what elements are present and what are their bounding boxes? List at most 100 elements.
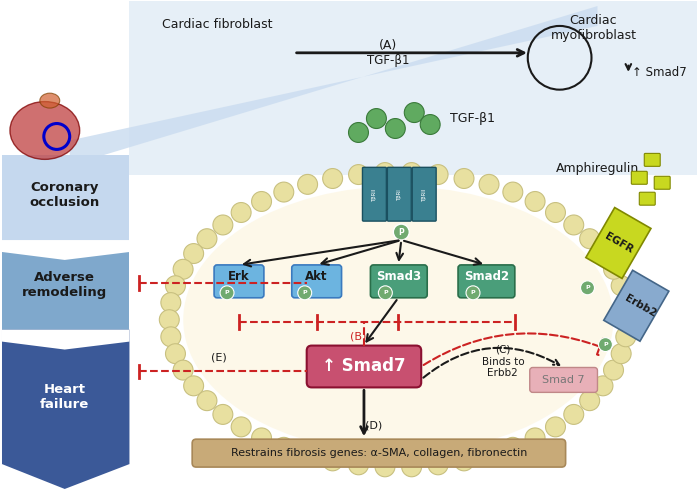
- Circle shape: [617, 310, 637, 330]
- Circle shape: [173, 360, 193, 380]
- Circle shape: [213, 215, 233, 235]
- Text: Adverse
remodeling: Adverse remodeling: [22, 271, 107, 299]
- FancyBboxPatch shape: [214, 265, 264, 298]
- Polygon shape: [2, 240, 130, 260]
- FancyBboxPatch shape: [644, 153, 660, 166]
- Circle shape: [428, 455, 448, 475]
- Circle shape: [545, 203, 566, 222]
- Text: Cardiac fibroblast: Cardiac fibroblast: [162, 18, 272, 32]
- Text: TβRI: TβRI: [397, 188, 402, 200]
- Circle shape: [545, 417, 566, 437]
- Ellipse shape: [40, 93, 60, 108]
- Circle shape: [375, 163, 395, 182]
- Circle shape: [616, 327, 636, 347]
- Polygon shape: [2, 240, 130, 330]
- Circle shape: [454, 169, 474, 188]
- Circle shape: [454, 451, 474, 471]
- FancyBboxPatch shape: [363, 167, 386, 221]
- Text: P: P: [585, 285, 590, 290]
- Circle shape: [564, 404, 584, 424]
- Circle shape: [580, 391, 600, 411]
- Circle shape: [603, 259, 624, 279]
- Text: Amphiregulin: Amphiregulin: [556, 162, 639, 175]
- Ellipse shape: [10, 102, 80, 159]
- Circle shape: [466, 286, 480, 300]
- Circle shape: [298, 445, 318, 465]
- Circle shape: [386, 118, 405, 139]
- Circle shape: [603, 360, 624, 380]
- Circle shape: [183, 244, 204, 263]
- Circle shape: [379, 286, 392, 300]
- Polygon shape: [70, 6, 598, 165]
- Circle shape: [231, 417, 251, 437]
- Circle shape: [197, 229, 217, 248]
- Circle shape: [428, 165, 448, 184]
- Text: Heart
failure: Heart failure: [40, 384, 90, 411]
- Text: (A): (A): [379, 39, 398, 52]
- Text: (E): (E): [211, 352, 227, 362]
- Circle shape: [298, 286, 312, 300]
- Polygon shape: [2, 155, 130, 240]
- Text: TGF-β1: TGF-β1: [367, 54, 410, 67]
- Circle shape: [231, 203, 251, 222]
- Ellipse shape: [183, 186, 613, 453]
- Text: Cardiac
myofibroblast: Cardiac myofibroblast: [550, 14, 636, 42]
- FancyBboxPatch shape: [307, 346, 421, 387]
- Circle shape: [165, 344, 186, 364]
- Text: P: P: [383, 290, 388, 295]
- FancyBboxPatch shape: [387, 167, 412, 221]
- Circle shape: [479, 175, 499, 194]
- FancyBboxPatch shape: [412, 167, 436, 221]
- Text: TβRII: TβRII: [372, 188, 377, 201]
- FancyBboxPatch shape: [193, 439, 566, 467]
- Text: TβRII: TβRII: [421, 188, 427, 201]
- Text: EGFR: EGFR: [603, 231, 634, 255]
- Text: Erbb2: Erbb2: [623, 293, 658, 318]
- Circle shape: [349, 165, 368, 184]
- Circle shape: [598, 338, 612, 352]
- Polygon shape: [604, 270, 669, 341]
- Circle shape: [161, 327, 181, 347]
- Circle shape: [197, 391, 217, 411]
- Text: P: P: [603, 342, 608, 347]
- Text: (C)
Binds to
Erbb2: (C) Binds to Erbb2: [482, 345, 524, 378]
- Circle shape: [165, 276, 186, 296]
- Text: Akt: Akt: [305, 270, 328, 283]
- Circle shape: [405, 103, 424, 123]
- Text: Restrains fibrosis genes: α-SMA, collagen, fibronectin: Restrains fibrosis genes: α-SMA, collage…: [231, 448, 527, 458]
- Circle shape: [161, 293, 181, 313]
- Circle shape: [323, 169, 342, 188]
- Circle shape: [298, 175, 318, 194]
- Circle shape: [274, 182, 294, 202]
- FancyBboxPatch shape: [654, 176, 670, 189]
- Text: Smad3: Smad3: [376, 270, 421, 283]
- Circle shape: [375, 457, 395, 477]
- FancyBboxPatch shape: [530, 367, 598, 392]
- Circle shape: [251, 191, 272, 211]
- Circle shape: [593, 244, 613, 263]
- Polygon shape: [2, 330, 130, 489]
- Circle shape: [503, 437, 523, 458]
- FancyBboxPatch shape: [292, 265, 342, 298]
- Polygon shape: [2, 330, 130, 350]
- Circle shape: [479, 445, 499, 465]
- Circle shape: [503, 182, 523, 202]
- Circle shape: [366, 108, 386, 129]
- Text: TGF-β1: TGF-β1: [450, 112, 495, 125]
- Circle shape: [611, 276, 631, 296]
- Text: Smad2: Smad2: [464, 270, 509, 283]
- Circle shape: [323, 451, 342, 471]
- FancyBboxPatch shape: [458, 265, 514, 298]
- Circle shape: [402, 163, 421, 182]
- Circle shape: [402, 457, 421, 477]
- FancyBboxPatch shape: [370, 265, 427, 298]
- Circle shape: [593, 376, 613, 396]
- Circle shape: [525, 428, 545, 448]
- Text: Smad 7: Smad 7: [542, 375, 585, 385]
- Circle shape: [580, 281, 594, 295]
- Circle shape: [564, 215, 584, 235]
- Circle shape: [393, 224, 410, 240]
- Circle shape: [525, 191, 545, 211]
- Text: P: P: [398, 228, 404, 237]
- Text: Erk: Erk: [228, 270, 250, 283]
